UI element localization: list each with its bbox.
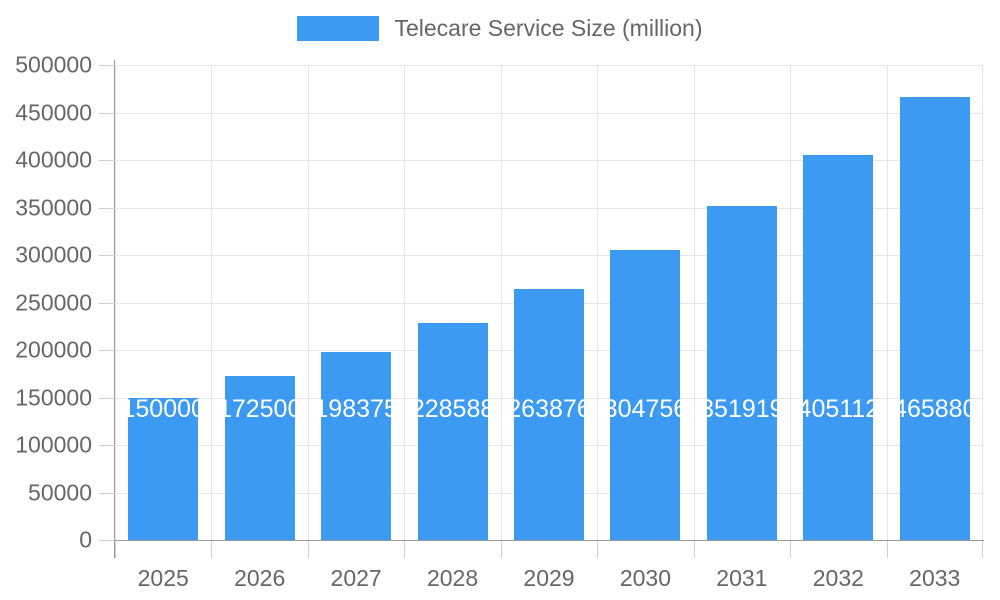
bar[interactable]: [417, 322, 488, 540]
chart-legend: Telecare Service Size (million): [0, 12, 1000, 44]
x-axis-tick-label: 2031: [716, 565, 768, 591]
gridline-vertical: [307, 65, 309, 540]
x-axis-tick-label: 2026: [234, 565, 286, 591]
gridline-horizontal: [115, 207, 983, 209]
y-axis-tick: [99, 65, 115, 66]
x-axis-tick-label: 2032: [812, 565, 864, 591]
y-axis-tick: [99, 255, 115, 256]
x-axis-tick-label: 2028: [426, 565, 479, 591]
bar[interactable]: [321, 351, 392, 540]
gridline-vertical: [693, 65, 695, 540]
y-axis-tick-label: 150000: [15, 384, 92, 410]
x-axis-tick: [982, 541, 983, 558]
gridline-vertical: [790, 65, 792, 540]
y-axis-tick: [99, 207, 115, 209]
y-axis-tick: [99, 445, 115, 446]
bar[interactable]: [514, 289, 584, 540]
y-axis-tick: [99, 540, 115, 541]
y-axis-tick-label: 500000: [15, 51, 92, 78]
y-axis-tick: [99, 397, 115, 399]
bar[interactable]: [803, 155, 874, 540]
gridline-vertical: [211, 65, 213, 540]
legend-swatch-icon: [297, 15, 380, 41]
x-axis-tick: [790, 541, 792, 558]
x-axis-tick-label: 2027: [330, 565, 382, 591]
gridline-vertical: [404, 65, 406, 540]
y-axis-tick-label: 50000: [28, 479, 92, 505]
x-axis-line: [99, 540, 984, 541]
x-axis-tick: [115, 541, 116, 558]
bar[interactable]: [706, 205, 777, 540]
y-axis-tick-label: 450000: [15, 99, 92, 125]
bar[interactable]: [899, 97, 970, 540]
gridline-horizontal: [115, 160, 983, 161]
y-axis-tick-label: 300000: [15, 241, 92, 268]
x-axis-tick-label: 2029: [523, 565, 575, 591]
y-axis-tick-label: 100000: [15, 431, 92, 458]
y-axis-tick-label: 350000: [15, 194, 92, 220]
x-axis-tick: [693, 541, 695, 558]
gridline-vertical: [500, 65, 502, 540]
bar[interactable]: [610, 250, 681, 540]
legend-item-telecare-service-size[interactable]: Telecare Service Size (million): [297, 14, 703, 42]
x-axis-tick: [404, 541, 406, 558]
gridline-horizontal: [115, 112, 983, 114]
gridline-vertical: [597, 65, 599, 540]
legend-item-label: Telecare Service Size (million): [394, 14, 703, 41]
y-axis-tick-label: 200000: [15, 336, 92, 363]
gridline-horizontal: [115, 255, 983, 256]
y-axis-tick: [99, 492, 115, 494]
x-axis-tick: [886, 541, 888, 558]
x-axis-tick: [211, 541, 213, 558]
x-axis-tick: [597, 541, 599, 558]
x-axis-tick: [307, 541, 309, 558]
y-axis-tick: [99, 112, 115, 114]
y-axis-tick: [99, 350, 115, 351]
gridline-vertical: [115, 65, 116, 540]
x-axis-tick-label: 2025: [137, 565, 189, 591]
bar[interactable]: [224, 376, 295, 540]
x-axis-tick: [500, 541, 502, 558]
y-axis-tick: [99, 302, 115, 304]
gridline-vertical: [886, 65, 888, 540]
gridline-vertical: [982, 65, 983, 540]
x-axis-tick-label: 2033: [909, 565, 961, 591]
gridline-horizontal: [115, 65, 983, 66]
bar[interactable]: [128, 397, 199, 540]
y-axis-tick-label: 400000: [15, 146, 92, 173]
y-axis-line: [114, 60, 115, 558]
y-axis-tick-label: 250000: [15, 289, 92, 315]
x-axis-tick-label: 2030: [619, 565, 672, 591]
y-axis-tick-label: 0: [79, 526, 92, 553]
y-axis-tick: [99, 160, 115, 161]
